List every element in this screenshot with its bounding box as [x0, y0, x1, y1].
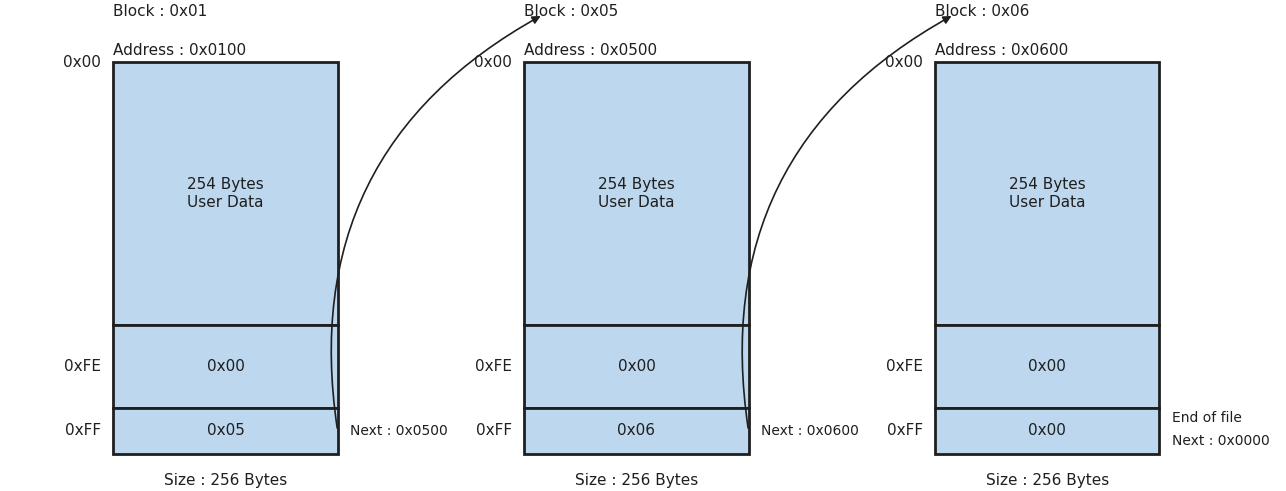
Text: 0xFE: 0xFE — [64, 359, 102, 374]
Text: 0xFF: 0xFF — [476, 423, 512, 438]
Bar — [113, 325, 338, 408]
Text: 0x00: 0x00 — [63, 55, 102, 70]
Bar — [935, 62, 1160, 325]
Text: 0x00: 0x00 — [207, 359, 244, 374]
Text: Address : 0x0500: Address : 0x0500 — [525, 43, 657, 57]
Text: 0xFE: 0xFE — [886, 359, 923, 374]
Text: Next : 0x0000: Next : 0x0000 — [1172, 435, 1269, 448]
Text: 0x00: 0x00 — [1029, 359, 1066, 374]
Text: Address : 0x0600: Address : 0x0600 — [935, 43, 1069, 57]
Bar — [525, 62, 748, 325]
Text: Block : 0x01: Block : 0x01 — [113, 4, 208, 19]
Text: Next : 0x0600: Next : 0x0600 — [761, 424, 859, 438]
Text: 0x06: 0x06 — [617, 423, 656, 438]
Text: Block : 0x05: Block : 0x05 — [525, 4, 619, 19]
Text: Size : 256 Bytes: Size : 256 Bytes — [986, 473, 1109, 488]
Text: 0x05: 0x05 — [207, 423, 244, 438]
Text: 0x00: 0x00 — [1029, 423, 1066, 438]
Bar — [935, 325, 1160, 408]
Bar — [525, 325, 748, 408]
Text: Size : 256 Bytes: Size : 256 Bytes — [575, 473, 698, 488]
Text: 254 Bytes
User Data: 254 Bytes User Data — [1010, 177, 1085, 210]
Text: End of file: End of file — [1172, 410, 1242, 425]
Bar — [935, 408, 1160, 454]
Text: Block : 0x06: Block : 0x06 — [935, 4, 1030, 19]
Bar — [525, 408, 748, 454]
Text: Next : 0x0500: Next : 0x0500 — [350, 424, 448, 438]
Text: 0x00: 0x00 — [475, 55, 512, 70]
Text: Address : 0x0100: Address : 0x0100 — [113, 43, 247, 57]
Text: 0x00: 0x00 — [617, 359, 656, 374]
Text: 254 Bytes
User Data: 254 Bytes User Data — [188, 177, 264, 210]
Bar — [113, 408, 338, 454]
Text: 0xFF: 0xFF — [887, 423, 923, 438]
Bar — [113, 62, 338, 325]
Text: 0xFE: 0xFE — [475, 359, 512, 374]
Text: Size : 256 Bytes: Size : 256 Bytes — [163, 473, 287, 488]
Text: 254 Bytes
User Data: 254 Bytes User Data — [598, 177, 675, 210]
Text: 0x00: 0x00 — [885, 55, 923, 70]
Text: 0xFF: 0xFF — [64, 423, 102, 438]
